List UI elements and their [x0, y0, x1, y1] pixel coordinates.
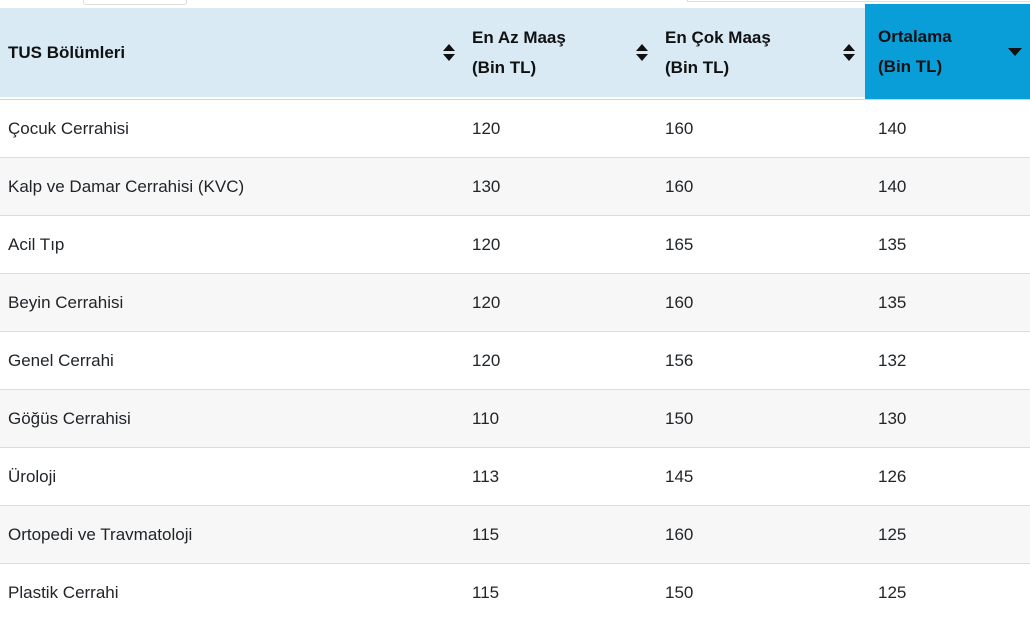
column-header-label: En Az Maaş (Bin TL) [472, 27, 566, 77]
table-row: Çocuk Cerrahisi 120 160 140 [0, 99, 1030, 157]
cell-avg-salary: 130 [878, 408, 907, 428]
table-body: Çocuk Cerrahisi 120 160 140 Kalp ve Dama… [0, 99, 1030, 621]
cell-min-salary: 113 [472, 466, 500, 486]
table-row: Beyin Cerrahisi 120 160 135 [0, 273, 1030, 331]
cell-min-salary: 120 [472, 350, 501, 370]
cell-department: Acil Tıp [8, 234, 65, 254]
cell-min-salary: 110 [472, 408, 500, 428]
cell-department: Beyin Cerrahisi [8, 292, 124, 312]
column-header-en-az-maas[interactable]: En Az Maaş (Bin TL) [465, 8, 658, 97]
cell-department: Çocuk Cerrahisi [8, 118, 129, 138]
cell-max-salary: 156 [665, 350, 694, 370]
cell-department: Göğüs Cerrahisi [8, 408, 131, 428]
cell-max-salary: 160 [665, 524, 694, 544]
column-header-en-cok-maas[interactable]: En Çok Maaş (Bin TL) [658, 8, 865, 97]
cell-avg-salary: 135 [878, 234, 907, 254]
cell-min-salary: 130 [472, 176, 501, 196]
cell-department: Ortopedi ve Travmatoloji [8, 524, 193, 544]
cell-min-salary: 115 [472, 582, 500, 602]
table-row: Göğüs Cerrahisi 110 150 130 [0, 389, 1030, 447]
column-header-ortalama-sorted[interactable]: Ortalama (Bin TL) [865, 4, 1030, 99]
sort-updown-icon[interactable] [443, 44, 455, 61]
cell-department: Genel Cerrahi [8, 350, 114, 370]
cropped-control-right[interactable] [687, 0, 1030, 2]
sort-desc-icon[interactable] [1008, 47, 1022, 56]
cell-max-salary: 150 [665, 408, 694, 428]
sort-updown-icon[interactable] [843, 44, 855, 61]
cell-avg-salary: 135 [878, 292, 907, 312]
cell-max-salary: 160 [665, 292, 694, 312]
column-header-label: En Çok Maaş (Bin TL) [665, 27, 771, 77]
table-row: Genel Cerrahi 120 156 132 [0, 331, 1030, 389]
sort-updown-icon[interactable] [636, 44, 648, 61]
cell-max-salary: 145 [665, 466, 694, 486]
table-header-row: TUS Bölümleri En Az Maaş (Bin TL) En Çok… [0, 4, 1030, 99]
cell-department: Kalp ve Damar Cerrahisi (KVC) [8, 176, 245, 196]
column-header-tus-bolumleri[interactable]: TUS Bölümleri [0, 8, 465, 97]
table-row: Üroloji 113 145 126 [0, 447, 1030, 505]
cell-min-salary: 115 [472, 524, 500, 544]
cell-avg-salary: 140 [878, 176, 907, 196]
cell-max-salary: 150 [665, 582, 694, 602]
table-row: Ortopedi ve Travmatoloji 115 160 125 [0, 505, 1030, 563]
table-row: Kalp ve Damar Cerrahisi (KVC) 130 160 14… [0, 157, 1030, 215]
cell-avg-salary: 125 [878, 582, 907, 602]
column-header-label: TUS Bölümleri [8, 42, 126, 62]
cell-avg-salary: 140 [878, 118, 907, 138]
cell-avg-salary: 125 [878, 524, 907, 544]
cropped-control-left[interactable] [83, 0, 187, 5]
cell-min-salary: 120 [472, 292, 501, 312]
cell-max-salary: 160 [665, 176, 694, 196]
cell-avg-salary: 132 [878, 350, 907, 370]
cell-max-salary: 160 [665, 118, 694, 138]
cell-department: Plastik Cerrahi [8, 582, 119, 602]
table-row: Plastik Cerrahi 115 150 125 [0, 563, 1030, 621]
table-row: Acil Tıp 120 165 135 [0, 215, 1030, 273]
cell-avg-salary: 126 [878, 466, 907, 486]
column-header-label: Ortalama (Bin TL) [878, 26, 952, 76]
cell-min-salary: 120 [472, 118, 501, 138]
cell-min-salary: 120 [472, 234, 501, 254]
cell-max-salary: 165 [665, 234, 694, 254]
cell-department: Üroloji [8, 466, 57, 486]
